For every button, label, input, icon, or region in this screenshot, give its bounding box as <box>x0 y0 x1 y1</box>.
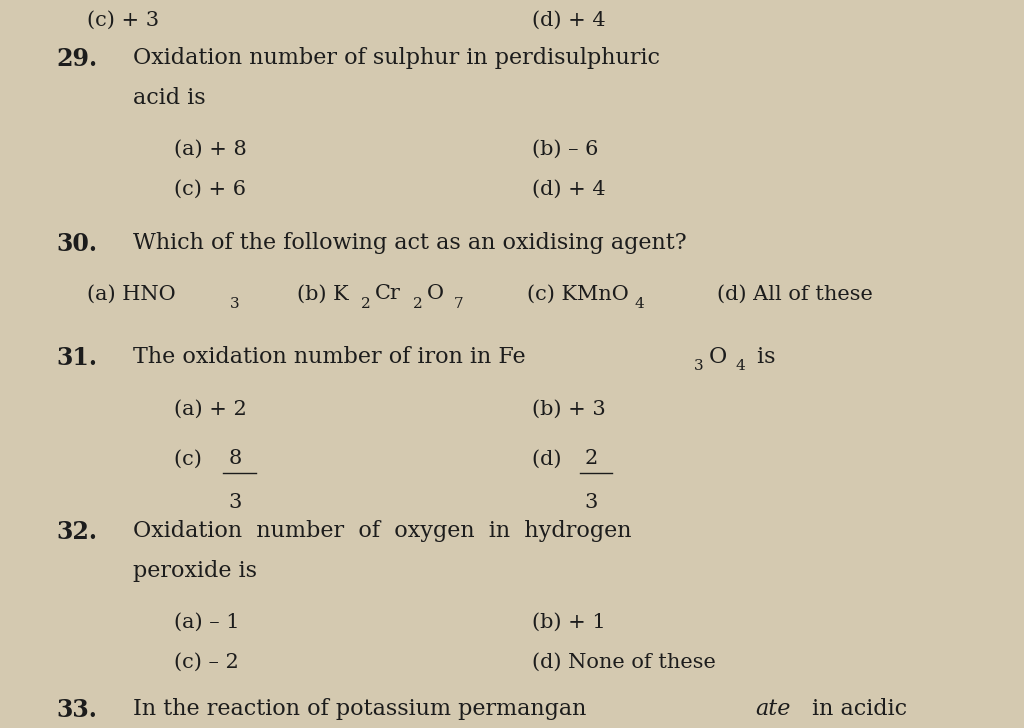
Text: (d) All of these: (d) All of these <box>717 285 872 304</box>
Text: peroxide is: peroxide is <box>133 560 257 582</box>
Text: (a) + 8: (a) + 8 <box>174 140 247 159</box>
Text: 3: 3 <box>694 359 703 373</box>
Text: The oxidation number of iron in Fe: The oxidation number of iron in Fe <box>133 346 525 368</box>
Text: (d): (d) <box>532 449 568 468</box>
Text: ate: ate <box>756 698 792 720</box>
Text: (a) + 2: (a) + 2 <box>174 400 247 419</box>
Text: O: O <box>709 346 727 368</box>
Text: (c) KMnO: (c) KMnO <box>527 285 629 304</box>
Text: 29.: 29. <box>56 47 97 71</box>
Text: 3: 3 <box>585 493 598 512</box>
Text: 4: 4 <box>635 298 645 312</box>
Text: 32.: 32. <box>56 521 97 545</box>
Text: (c): (c) <box>174 449 209 468</box>
Text: 33.: 33. <box>56 698 97 722</box>
Text: Oxidation number of sulphur in perdisulphuric: Oxidation number of sulphur in perdisulp… <box>133 47 660 69</box>
Text: (c) – 2: (c) – 2 <box>174 653 239 672</box>
Text: In the reaction of potassium permangan: In the reaction of potassium permangan <box>133 698 587 720</box>
Text: Oxidation  number  of  oxygen  in  hydrogen: Oxidation number of oxygen in hydrogen <box>133 521 632 542</box>
Text: 8: 8 <box>228 449 242 468</box>
Text: 7: 7 <box>454 298 463 312</box>
Text: (d) None of these: (d) None of these <box>532 653 717 672</box>
Text: 2: 2 <box>360 298 371 312</box>
Text: 4: 4 <box>735 359 745 373</box>
Text: is: is <box>750 346 775 368</box>
Text: (c) + 6: (c) + 6 <box>174 180 246 199</box>
Text: (a) – 1: (a) – 1 <box>174 613 240 632</box>
Text: acid is: acid is <box>133 87 206 108</box>
Text: 2: 2 <box>413 298 423 312</box>
Text: (b) + 1: (b) + 1 <box>532 613 606 632</box>
Text: Cr: Cr <box>375 285 400 304</box>
Text: 31.: 31. <box>56 346 97 370</box>
Text: Which of the following act as an oxidising agent?: Which of the following act as an oxidisi… <box>133 232 687 254</box>
Text: 30.: 30. <box>56 232 97 256</box>
Text: 2: 2 <box>585 449 598 468</box>
Text: O: O <box>427 285 444 304</box>
Text: (b) + 3: (b) + 3 <box>532 400 606 419</box>
Text: (b) K: (b) K <box>297 285 348 304</box>
Text: in acidic: in acidic <box>805 698 907 720</box>
Text: (a) HNO: (a) HNO <box>87 285 176 304</box>
Text: (b) – 6: (b) – 6 <box>532 140 599 159</box>
Text: (d) + 4: (d) + 4 <box>532 11 606 30</box>
Text: (c) + 3: (c) + 3 <box>87 11 159 30</box>
Text: 3: 3 <box>228 493 242 512</box>
Text: (d) + 4: (d) + 4 <box>532 180 606 199</box>
Text: 3: 3 <box>229 298 239 312</box>
